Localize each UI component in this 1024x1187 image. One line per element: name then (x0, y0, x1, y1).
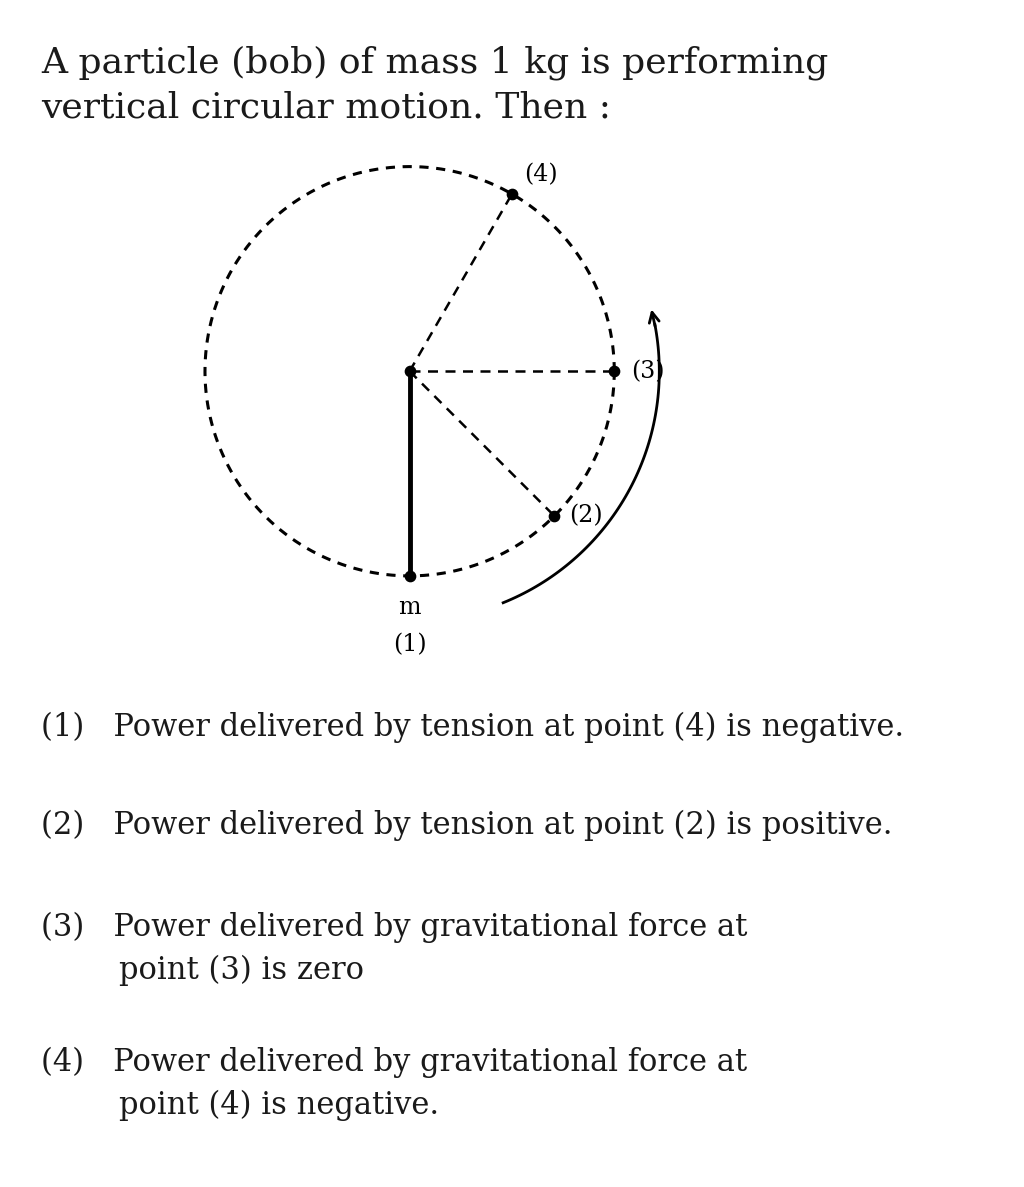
Point (401, 566, 418, 585)
Text: point (4) is negative.: point (4) is negative. (41, 1090, 439, 1121)
Text: A particle (bob) of mass 1 kg is performing: A particle (bob) of mass 1 kg is perform… (41, 45, 828, 80)
Point (606, 362, 623, 381)
Text: point (3) is zero: point (3) is zero (41, 954, 364, 985)
Text: (2)   Power delivered by tension at point (2) is positive.: (2) Power delivered by tension at point … (41, 810, 893, 840)
Point (401, 362, 418, 381)
Text: vertical circular motion. Then :: vertical circular motion. Then : (41, 90, 611, 125)
Point (504, 184, 520, 203)
Text: (1)   Power delivered by tension at point (4) is negative.: (1) Power delivered by tension at point … (41, 712, 904, 743)
Text: (3): (3) (631, 360, 665, 382)
Text: (2): (2) (568, 504, 602, 527)
Text: (3)   Power delivered by gravitational force at: (3) Power delivered by gravitational for… (41, 912, 748, 942)
Text: m: m (398, 596, 421, 620)
Text: (4): (4) (524, 163, 558, 186)
Point (546, 507, 562, 526)
Text: (4)   Power delivered by gravitational force at: (4) Power delivered by gravitational for… (41, 1047, 748, 1078)
Text: (1): (1) (393, 633, 426, 656)
